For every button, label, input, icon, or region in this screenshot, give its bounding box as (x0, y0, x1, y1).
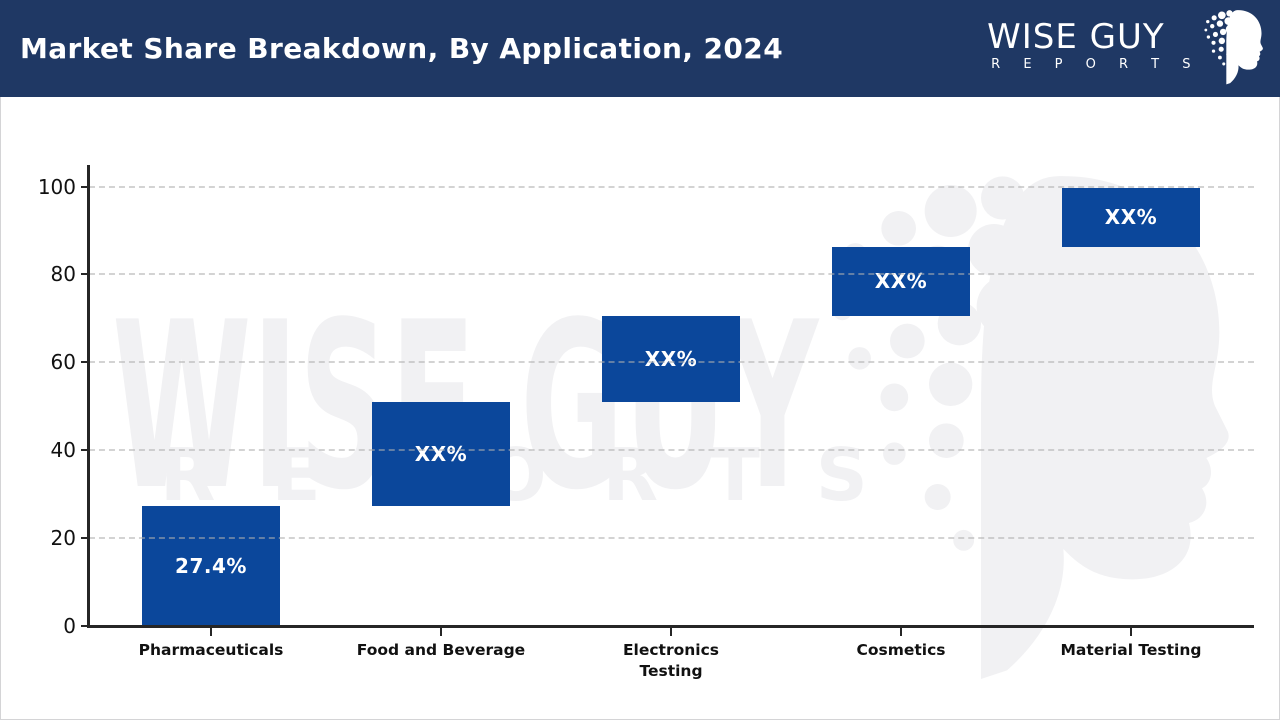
y-axis-spine (87, 164, 90, 628)
gridline-60 (89, 361, 1254, 364)
bar-value-label: 27.4% (175, 553, 247, 578)
y-tick-100 (81, 185, 89, 188)
gridline-20 (89, 537, 1254, 540)
brand-logo: WISE GUY R E P O R T S (987, 6, 1266, 86)
brand-logo-text: WISE GUY R E P O R T S (987, 17, 1200, 72)
bar-material-testing: XX% (1062, 188, 1200, 247)
bar-cosmetics: XX% (832, 246, 970, 317)
y-tick-20 (81, 537, 89, 540)
bar-value-label: XX% (1104, 205, 1158, 230)
header-bar: Market Share Breakdown, By Application, … (0, 0, 1280, 97)
y-tick-80 (81, 273, 89, 276)
x-tick-1 (210, 628, 212, 636)
bar-food-and-beverage: XX% (372, 401, 510, 506)
gridline-80 (89, 273, 1254, 276)
gridline-40 (89, 449, 1254, 452)
y-tick-40 (81, 449, 89, 452)
x-category-label: Food and Beverage (356, 641, 526, 659)
logo-subtitle: R E P O R T S (991, 56, 1200, 72)
x-category-label: Material Testing (1060, 641, 1202, 659)
watermark-head-icon (832, 176, 1229, 679)
y-tick-0 (81, 625, 89, 627)
bar-value-label: XX% (414, 441, 468, 466)
x-tick-4 (900, 628, 902, 636)
y-tick-60 (81, 361, 89, 364)
chart-area: WISE GUY REPORTS 27.4% XX% XX% XX% XX% 0 20 40 6… (0, 97, 1280, 720)
y-tick-label-100: 100 (37, 174, 76, 199)
logo-wordmark: WISE GUY (987, 17, 1165, 58)
gridline-100 (89, 185, 1254, 188)
bar-value-label: XX% (644, 346, 698, 371)
bar-pharmaceuticals: 27.4% (142, 505, 280, 626)
y-tick-label-0: 0 (63, 614, 76, 638)
x-category-label: Electronics Testing (622, 641, 720, 680)
y-tick-label-60: 60 (50, 350, 76, 375)
y-tick-label-40: 40 (50, 438, 76, 463)
page-title: Market Share Breakdown, By Application, … (20, 32, 784, 65)
bar-electronics-testing: XX% (602, 316, 740, 402)
x-category-label: Cosmetics (856, 641, 946, 659)
x-category-label: Pharmaceuticals (138, 641, 284, 659)
y-tick-label-20: 20 (50, 526, 76, 551)
y-tick-label-80: 80 (50, 262, 76, 287)
logo-head-icon (1204, 10, 1263, 85)
x-tick-3 (670, 628, 672, 636)
x-axis-spine (87, 625, 1254, 628)
x-tick-2 (440, 628, 442, 636)
x-tick-5 (1130, 628, 1132, 636)
